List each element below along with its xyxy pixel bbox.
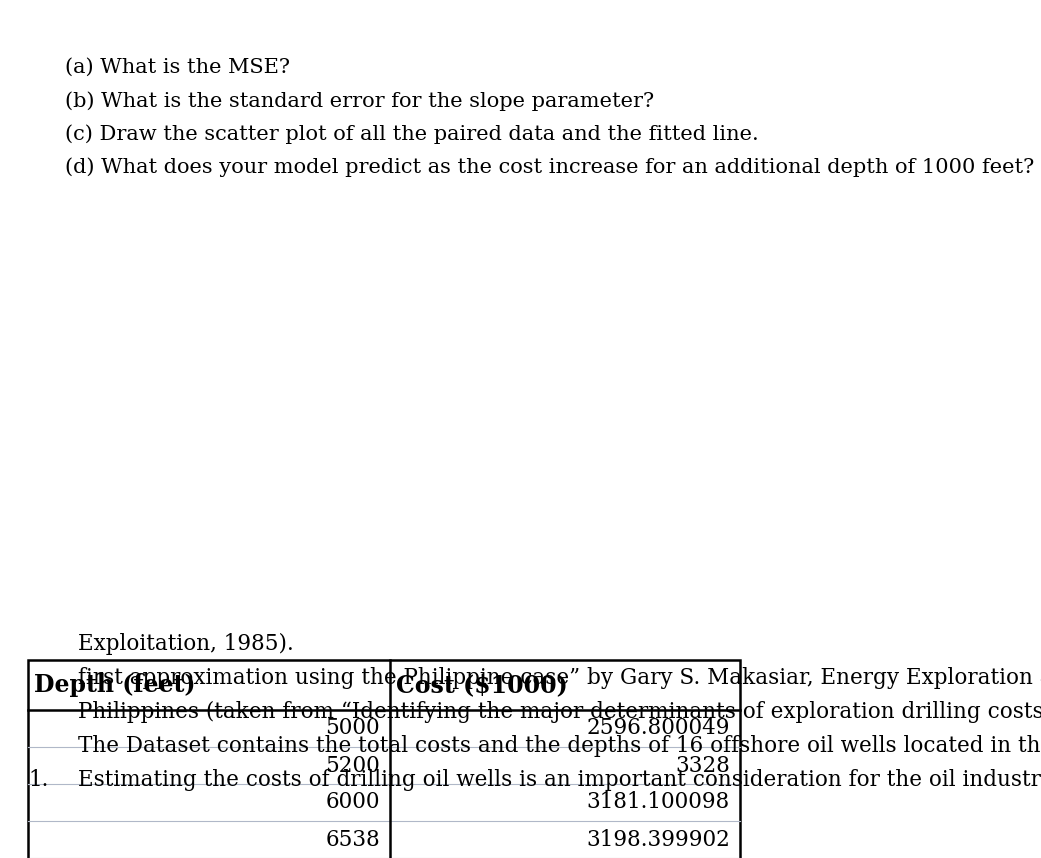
Text: (b) What is the standard error for the slope parameter?: (b) What is the standard error for the s… (65, 91, 654, 111)
Text: 3328: 3328 (676, 754, 730, 776)
Text: The Dataset contains the total costs and the depths of 16 offshore oil wells loc: The Dataset contains the total costs and… (78, 735, 1041, 757)
Text: 5200: 5200 (325, 754, 380, 776)
Text: 3198.399902: 3198.399902 (586, 829, 730, 850)
Text: Exploitation, 1985).: Exploitation, 1985). (78, 633, 294, 655)
Text: Depth (feet): Depth (feet) (34, 673, 196, 697)
Text: (c) Draw the scatter plot of all the paired data and the fitted line.: (c) Draw the scatter plot of all the pai… (65, 124, 759, 143)
Text: 6538: 6538 (325, 829, 380, 850)
Text: first approximation using the Philippine case” by Gary S. Makasiar, Energy Explo: first approximation using the Philippine… (78, 667, 1041, 689)
Text: (a) What is the MSE?: (a) What is the MSE? (65, 58, 290, 77)
Text: (d) What does your model predict as the cost increase for an additional depth of: (d) What does your model predict as the … (65, 157, 1035, 177)
Text: 5000: 5000 (326, 717, 380, 740)
Text: 1.: 1. (28, 769, 48, 791)
Text: Estimating the costs of drilling oil wells is an important consideration for the: Estimating the costs of drilling oil wel… (78, 769, 1041, 791)
Text: 3181.100098: 3181.100098 (587, 791, 730, 813)
Bar (28, 660, 740, 858)
Text: Cost ($1000): Cost ($1000) (396, 673, 567, 697)
Text: 6000: 6000 (326, 791, 380, 813)
Text: 2596.800049: 2596.800049 (586, 717, 730, 740)
Text: Philippines (taken from “Identifying the major determinants of exploration drill: Philippines (taken from “Identifying the… (78, 701, 1041, 723)
